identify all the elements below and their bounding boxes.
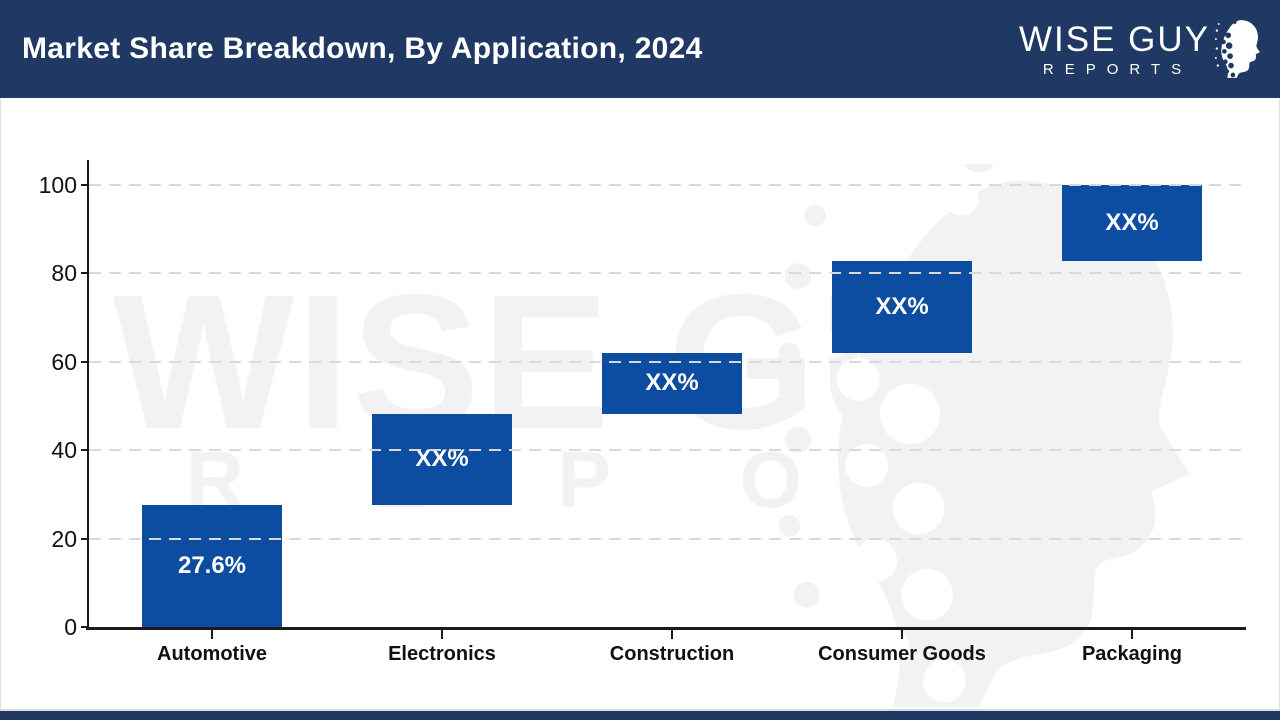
bar-value-label: XX%	[1105, 209, 1159, 237]
x-axis-line	[86, 627, 1246, 630]
x-axis-label-0: Automotive	[157, 643, 267, 665]
y-tick-label-80: 80	[51, 260, 77, 287]
y-tick-label-60: 60	[51, 348, 77, 375]
bar-value-label: 27.6%	[177, 551, 247, 579]
page-title: Market Share Breakdown, By Application, …	[22, 32, 703, 65]
header-bar: Market Share Breakdown, By Application, …	[0, 0, 1280, 98]
gridline-100	[89, 184, 1246, 186]
y-tick-label-0: 0	[64, 614, 77, 640]
x-tick-mark-1	[441, 630, 443, 639]
brand-logo-text: WISE GUY REPORTS	[1019, 22, 1210, 77]
gridline-40	[89, 449, 1246, 452]
bar-consumer-goods: XX%	[832, 261, 972, 353]
y-tick-mark-0	[81, 626, 89, 628]
bar-electronics: XX%	[372, 413, 512, 505]
y-tick-label-20: 20	[51, 525, 77, 552]
y-tick-mark-100	[81, 184, 89, 186]
x-tick-mark-2	[671, 630, 673, 639]
y-tick-mark-20	[81, 537, 89, 540]
brand-subname: REPORTS	[1042, 60, 1193, 78]
x-axis-label-3: Consumer Goods	[818, 643, 986, 665]
chart-area: WISE GUY R E P O R T S 02040608010027.6%…	[0, 98, 1280, 711]
bar-value-label: XX%	[875, 292, 929, 320]
y-tick-mark-80	[81, 272, 89, 275]
x-axis-label-4: Packaging	[1081, 643, 1183, 665]
bar-value-label: XX%	[645, 369, 699, 396]
face-profile-icon	[1214, 20, 1260, 78]
gridline-20	[89, 537, 1246, 540]
x-axis-label-2: Construction	[609, 643, 735, 665]
gridline-60	[89, 360, 1246, 363]
bar-packaging: XX%	[1062, 185, 1202, 262]
brand-logo: WISE GUY REPORTS	[1019, 8, 1266, 90]
bar-automotive: 27.6%	[142, 505, 282, 627]
x-tick-mark-0	[211, 630, 213, 639]
gridline-80	[89, 272, 1246, 275]
x-tick-mark-3	[901, 630, 903, 639]
y-tick-label-100: 100	[38, 172, 77, 198]
y-tick-label-40: 40	[51, 437, 77, 464]
y-axis-line	[87, 160, 89, 630]
footer-bar	[0, 711, 1280, 720]
y-tick-mark-40	[81, 449, 89, 452]
x-axis-label-1: Electronics	[388, 643, 496, 665]
y-tick-mark-60	[81, 360, 89, 363]
brand-name: WISE GUY	[1018, 19, 1210, 59]
x-tick-mark-4	[1131, 630, 1133, 639]
